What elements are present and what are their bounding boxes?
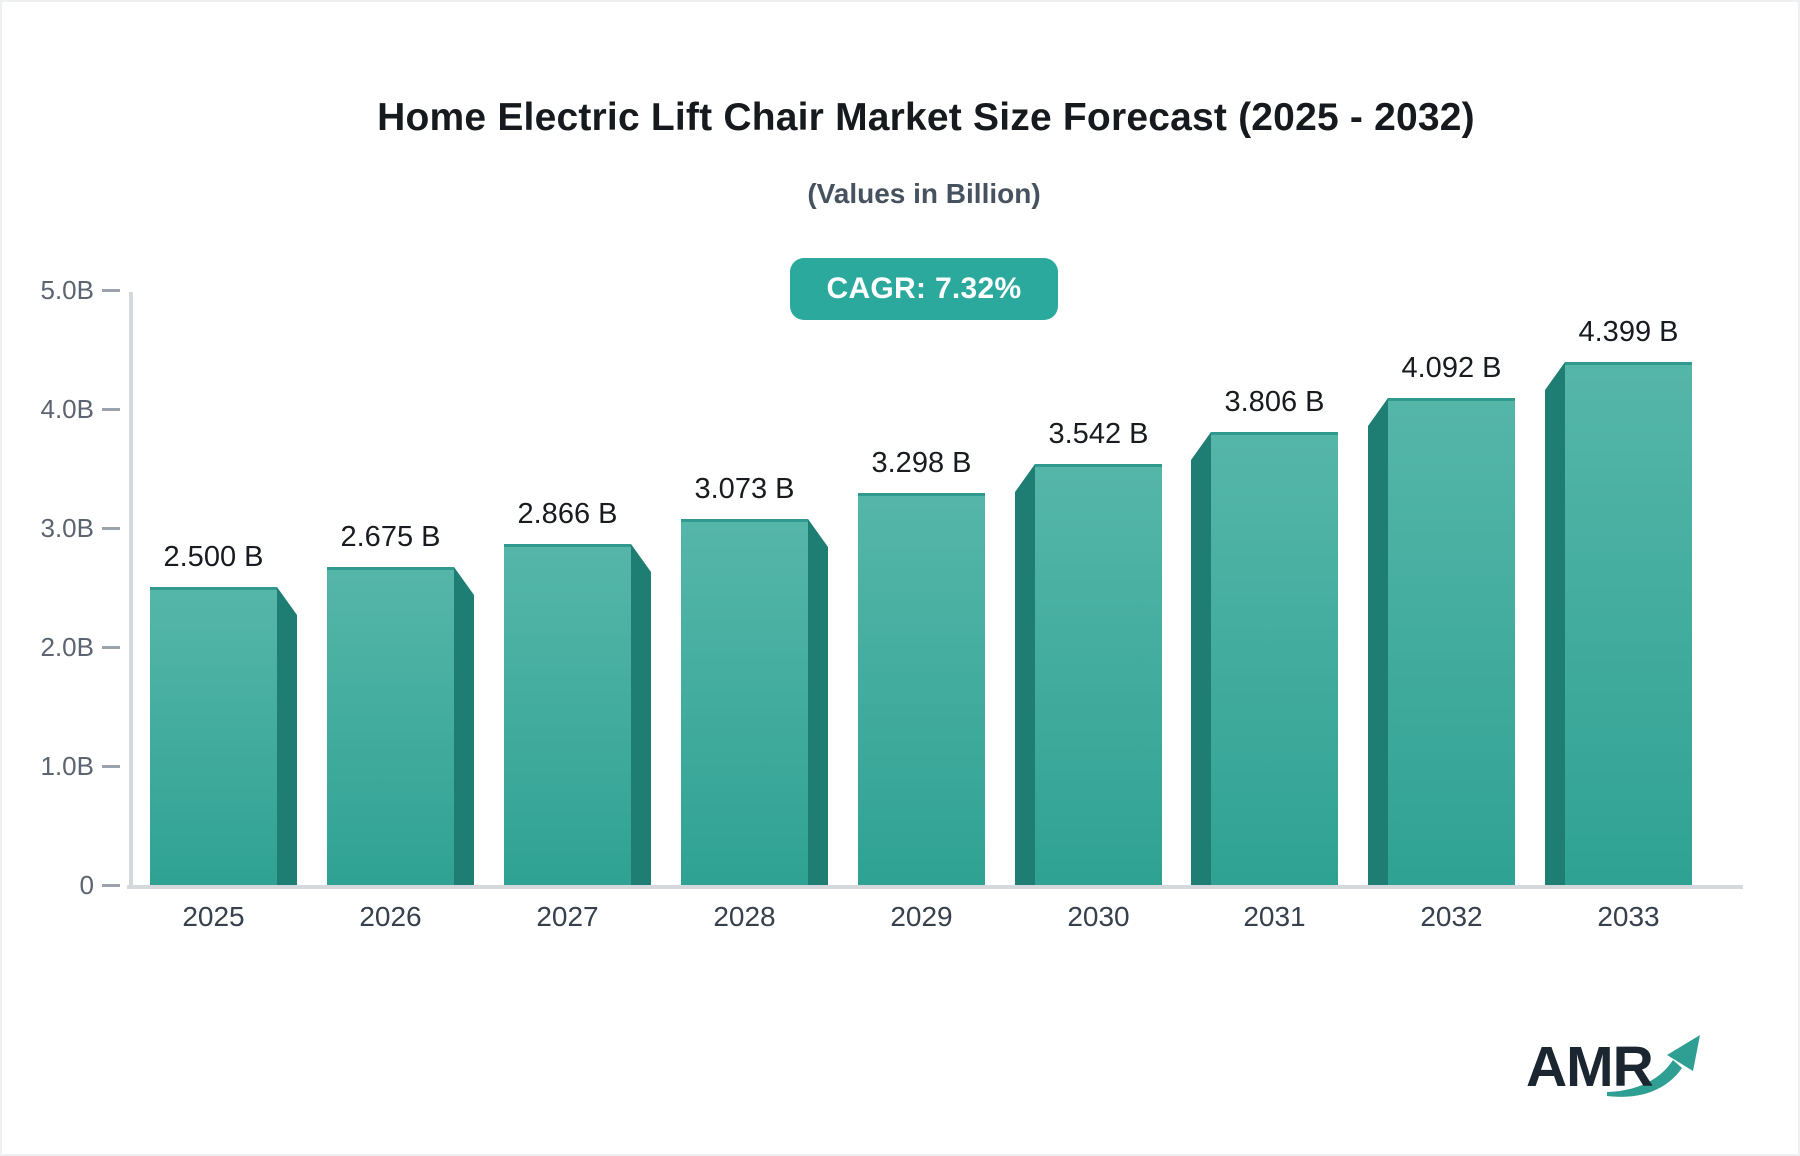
bar-side: [277, 587, 297, 885]
bar-value-label: 3.806 B: [1224, 386, 1325, 418]
x-tick-label-2030: 2030: [1067, 901, 1130, 932]
y-tick-dash: [102, 526, 120, 530]
amr-logo-text: AMR: [1526, 1035, 1654, 1099]
bar-2026: [327, 567, 454, 885]
bar-value-label: 4.092 B: [1401, 352, 1502, 384]
y-tick-label: 1.0B: [40, 751, 95, 781]
y-tick-label: 0: [79, 870, 94, 900]
bar-value-label: 3.542 B: [1048, 418, 1149, 450]
y-tick-label: 3.0B: [40, 513, 95, 543]
bar-value-label: 2.866 B: [517, 498, 618, 530]
y-tick-label: 5.0B: [40, 275, 95, 305]
x-tick-label-2026: 2026: [359, 901, 422, 932]
bar-2033: [1565, 362, 1692, 885]
bar-side: [1368, 398, 1388, 885]
cagr-badge: CAGR: 7.32%: [790, 258, 1058, 320]
y-tick-label: 2.0B: [40, 632, 95, 662]
y-axis-line: [129, 292, 133, 889]
bar-side: [1191, 432, 1211, 885]
chart-title: Home Electric Lift Chair Market Size For…: [377, 96, 1475, 139]
x-tick-label-2028: 2028: [713, 901, 776, 932]
chart-subtitle: (Values in Billion): [807, 178, 1041, 209]
x-tick-label-2033: 2033: [1597, 901, 1660, 932]
bar-2029: [858, 493, 985, 885]
bar-side: [631, 544, 651, 885]
y-tick-label: 4.0B: [40, 394, 95, 424]
cagr-badge-label: CAGR: 7.32%: [826, 272, 1022, 305]
x-tick-label-2025: 2025: [182, 901, 245, 932]
bar-side: [808, 519, 828, 885]
bar-2025: [150, 587, 277, 885]
y-tick-dash: [102, 288, 120, 292]
y-tick-dash: [102, 883, 120, 887]
x-tick-label-2027: 2027: [536, 901, 599, 932]
x-tick-label-2032: 2032: [1420, 901, 1483, 932]
bar-2028: [681, 519, 808, 885]
bar-2027: [504, 544, 631, 885]
bar-2032: [1388, 398, 1515, 885]
y-tick-dash: [102, 764, 120, 768]
bar-value-label: 2.675 B: [340, 521, 441, 553]
bar-value-label: 4.399 B: [1578, 316, 1679, 348]
bar-value-label: 2.500 B: [163, 541, 264, 573]
bar-value-label: 3.073 B: [694, 473, 795, 505]
bar-value-label: 3.298 B: [871, 447, 972, 479]
growth-arrow-icon: [1607, 1035, 1700, 1097]
bar-side: [1545, 362, 1565, 885]
bar-2030: [1035, 464, 1162, 885]
x-tick-label-2029: 2029: [890, 901, 953, 932]
y-tick-dash: [102, 407, 120, 411]
bar-2031: [1211, 432, 1338, 885]
x-axis-line: [127, 885, 1743, 889]
y-tick-dash: [102, 645, 120, 649]
bar-side: [1015, 464, 1035, 885]
bar-side: [454, 567, 474, 885]
x-tick-label-2031: 2031: [1243, 901, 1306, 932]
